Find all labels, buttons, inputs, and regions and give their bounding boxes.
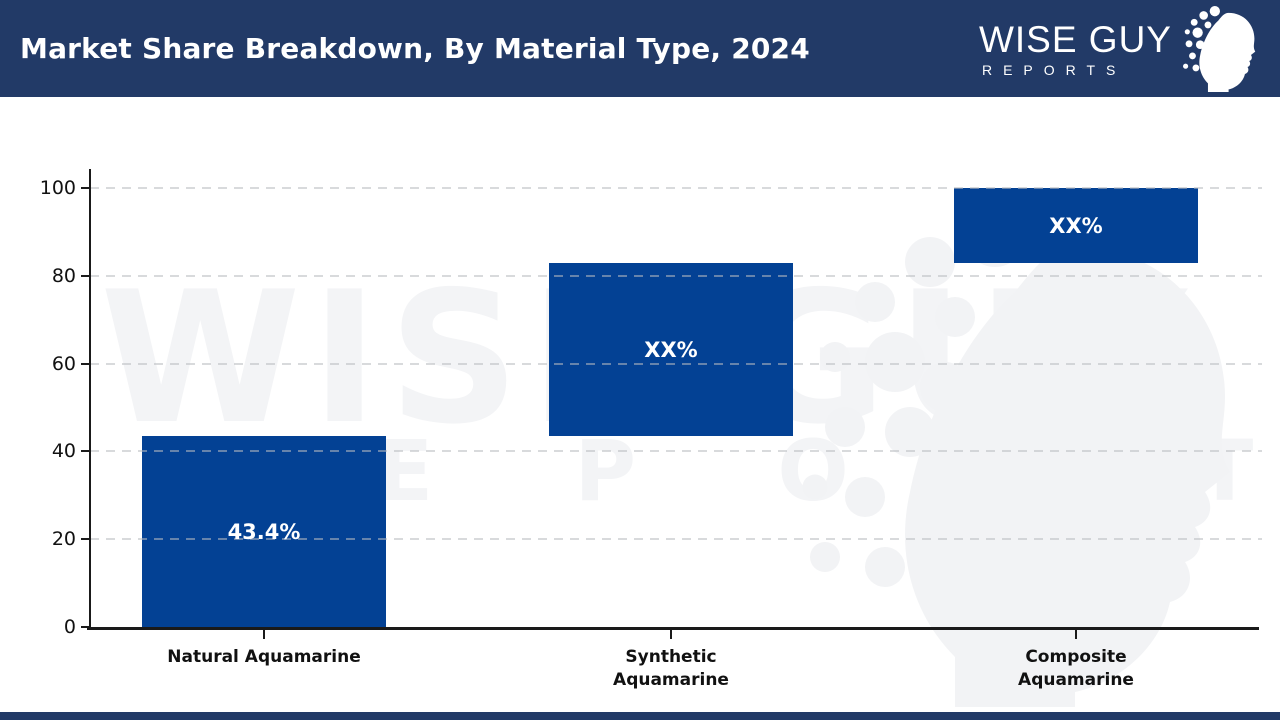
- gridline: [90, 187, 1262, 189]
- y-tick-label: 20: [51, 528, 76, 551]
- bar: [142, 436, 386, 627]
- y-tick-label: 80: [51, 264, 76, 287]
- x-category-label: Natural Aquamarine: [167, 647, 361, 667]
- report-header: Market Share Breakdown, By Material Type…: [0, 0, 1280, 97]
- x-category-label: Synthetic Aquamarine: [613, 647, 729, 690]
- y-tick: [81, 450, 90, 453]
- y-tick-label: 0: [63, 616, 76, 638]
- gridline: [90, 538, 1262, 541]
- y-tick-label: 100: [39, 177, 76, 199]
- y-tick-label: 40: [51, 440, 76, 463]
- gridline: [90, 450, 1262, 453]
- logo-subtitle: REPORTS: [981, 61, 1127, 78]
- bar: [549, 263, 793, 437]
- x-category-label: Composite Aquamarine: [1018, 647, 1134, 690]
- chart-area: WISE GUY R E P O R T S 02040608010043.4%…: [0, 97, 1280, 712]
- bar: [954, 188, 1198, 264]
- y-tick: [81, 626, 90, 628]
- bar-value-label: XX%: [644, 337, 698, 362]
- bar-value-label: XX%: [1049, 213, 1103, 238]
- gridline: [90, 362, 1262, 365]
- watermark-face-graphic: [802, 207, 1230, 707]
- wiseguy-logo: WISE GUY REPORTS: [979, 5, 1266, 92]
- y-tick: [81, 362, 90, 365]
- logo-text: WISE GUY REPORTS: [979, 21, 1172, 77]
- x-axis-line: [87, 627, 1259, 630]
- y-tick: [81, 538, 90, 541]
- y-axis-line: [89, 169, 91, 630]
- bar-value-label: 43.4%: [227, 519, 301, 544]
- wiseguy-face-icon: [1183, 5, 1256, 92]
- footer-bar: [0, 712, 1280, 720]
- plot: 0 20 40 60 80 100 43.4% XX% XX% Natural Aquamarin…: [0, 97, 1280, 712]
- gridline: [90, 274, 1262, 277]
- y-tick: [81, 274, 90, 277]
- x-tick: [1075, 630, 1077, 639]
- x-tick: [263, 630, 265, 639]
- y-tick-label: 60: [51, 352, 76, 375]
- y-tick: [81, 187, 90, 189]
- logo-wordmark: WISE GUY: [978, 18, 1172, 60]
- page-title: Market Share Breakdown, By Material Type…: [20, 32, 810, 65]
- x-tick: [670, 630, 672, 639]
